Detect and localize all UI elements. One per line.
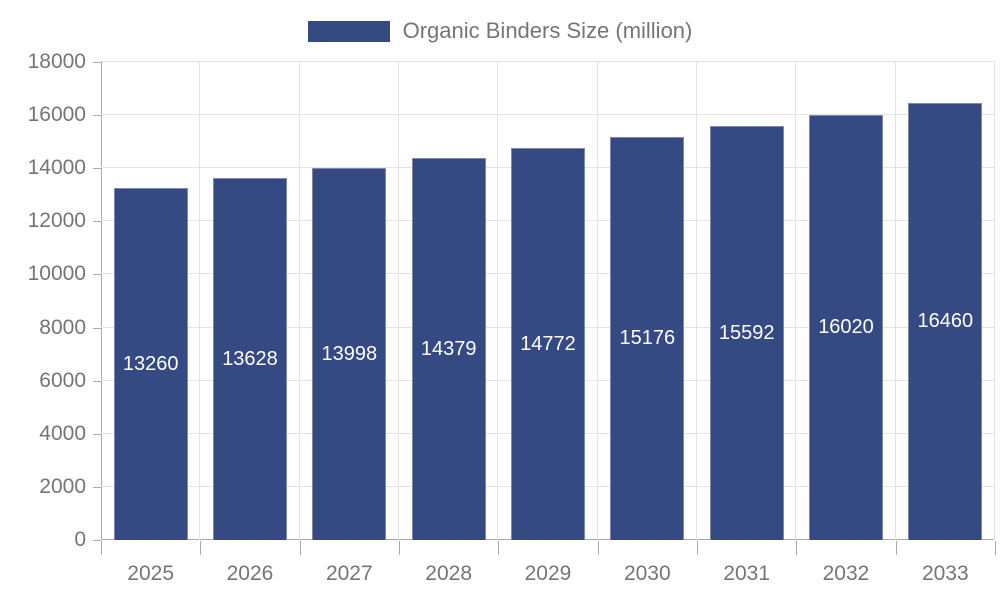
- bar-value-label: 13998: [321, 343, 378, 366]
- x-axis-label: 2032: [822, 562, 870, 585]
- x-axis-label: 2033: [921, 562, 969, 585]
- x-tick: [299, 541, 301, 555]
- x-tick: [200, 541, 202, 555]
- x-axis-label: 2029: [524, 562, 572, 585]
- y-axis-label: 12000: [27, 209, 86, 233]
- bar-2029[interactable]: 14772: [511, 147, 585, 540]
- gridline-h: [101, 61, 995, 62]
- y-tick: [93, 168, 101, 170]
- x-tick: [796, 541, 798, 555]
- y-tick: [93, 540, 101, 541]
- y-axis-label: 0: [74, 528, 86, 551]
- x-tick: [597, 541, 599, 555]
- x-axis-label: 2027: [325, 562, 373, 585]
- y-tick: [93, 380, 101, 382]
- x-axis-label: 2026: [226, 562, 274, 585]
- y-axis-label: 14000: [27, 156, 86, 180]
- gridline-v: [298, 62, 300, 540]
- y-axis-label: 6000: [39, 368, 86, 392]
- gridline-v: [994, 62, 995, 540]
- x-tick: [101, 541, 102, 555]
- bar-2030[interactable]: 15176: [610, 136, 685, 540]
- bar-2033[interactable]: 16460: [908, 102, 983, 540]
- bar-value-label: 14379: [420, 338, 477, 361]
- bar-value-label: 15176: [619, 327, 676, 350]
- bar-value-label: 16020: [818, 316, 874, 339]
- x-tick: [697, 541, 698, 555]
- y-tick: [93, 486, 101, 488]
- legend[interactable]: Organic Binders Size (million): [0, 18, 1000, 44]
- gridline-v: [199, 62, 201, 540]
- gridline-v: [894, 62, 896, 540]
- x-tick: [498, 541, 500, 555]
- x-tick: [895, 541, 897, 555]
- gridline-v: [696, 62, 697, 540]
- y-tick: [93, 433, 101, 435]
- legend-marker-icon: [307, 20, 390, 42]
- bar-value-label: 13260: [122, 352, 179, 375]
- y-tick: [93, 115, 101, 117]
- x-axis-label: 2031: [723, 562, 771, 585]
- x-axis-label: 2028: [425, 562, 473, 585]
- bar-2031[interactable]: 15592: [709, 125, 784, 540]
- bar-value-label: 16460: [917, 310, 974, 333]
- bar-2027[interactable]: 13998: [312, 168, 387, 540]
- y-axis-label: 16000: [27, 103, 86, 127]
- bar-2028[interactable]: 14379: [411, 158, 486, 540]
- gridline-v: [497, 62, 499, 540]
- bar-value-label: 13628: [222, 348, 278, 371]
- y-axis-label: 2000: [39, 474, 86, 498]
- gridline-v: [596, 62, 598, 540]
- y-tick: [93, 221, 101, 223]
- y-axis-label: 4000: [39, 421, 86, 445]
- gridline-v: [398, 62, 399, 540]
- bar-value-label: 15592: [718, 321, 775, 344]
- y-axis-label: 8000: [39, 315, 86, 339]
- y-tick: [93, 62, 101, 63]
- legend-label: Organic Binders Size (million): [402, 18, 693, 43]
- x-tick: [995, 541, 996, 555]
- y-axis-label: 18000: [27, 50, 86, 73]
- y-tick: [93, 327, 101, 329]
- gridline-v: [795, 62, 797, 540]
- x-tick: [399, 541, 400, 555]
- bar-value-label: 14772: [520, 332, 576, 355]
- x-axis-label: 2030: [623, 562, 671, 585]
- y-tick: [93, 274, 101, 276]
- bar-2032[interactable]: 16020: [809, 114, 883, 540]
- gridline-h: [101, 114, 995, 116]
- bar-2025[interactable]: 13260: [113, 187, 188, 540]
- bar-2026[interactable]: 13628: [213, 178, 287, 540]
- x-axis-label: 2025: [127, 562, 175, 585]
- y-axis-label: 10000: [27, 262, 86, 286]
